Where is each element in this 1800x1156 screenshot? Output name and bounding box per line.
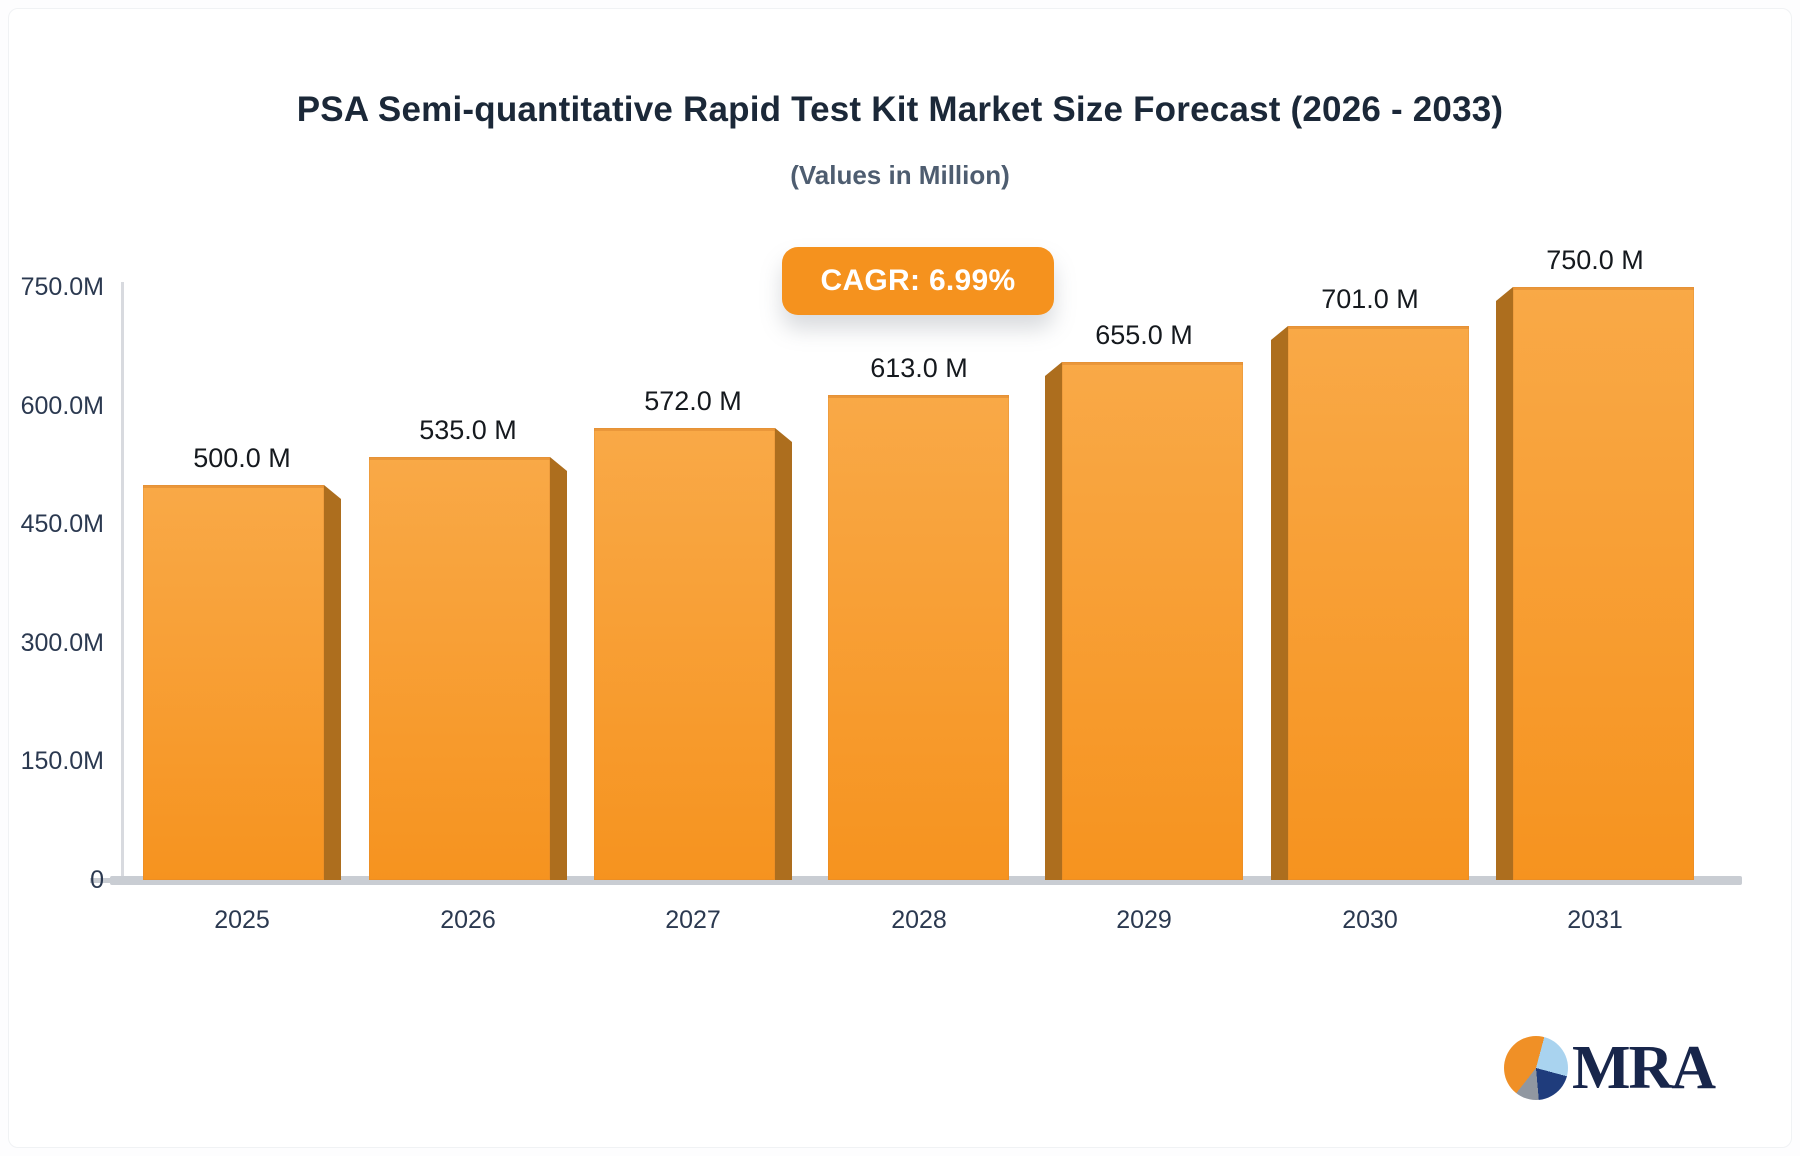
bar-value-label: 500.0 M: [193, 443, 291, 473]
y-axis-line: [121, 282, 124, 876]
y-tick-label: 450.0M: [20, 510, 104, 539]
bar-body: [828, 395, 1009, 880]
bar-side-face: [775, 428, 792, 880]
mra-logo: MRA: [1504, 1034, 1716, 1102]
bar-body: [1062, 362, 1243, 880]
bar-2028: [828, 395, 1009, 880]
bar-2027: [594, 428, 792, 880]
bar-body: [369, 457, 550, 880]
bar-side-face: [324, 485, 341, 880]
y-tick-label: 750.0M: [20, 273, 104, 301]
x-axis-label: 2029: [1116, 906, 1172, 934]
bar-2030: [1271, 326, 1469, 880]
bar-value-label: 701.0 M: [1321, 284, 1419, 314]
pie-chart-logo-icon: [1504, 1036, 1568, 1100]
bar-body: [143, 485, 324, 880]
x-axis-label: 2025: [214, 906, 270, 934]
chart-subtitle: (Values in Million): [790, 160, 1010, 190]
x-axis-label: 2026: [440, 906, 496, 934]
bar-2029: [1045, 362, 1243, 880]
bar-value-label: 613.0 M: [870, 353, 968, 383]
y-tick-label: 600.0M: [20, 391, 104, 420]
x-axis-label: 2027: [665, 906, 721, 934]
cagr-badge-label: CAGR: 6.99%: [820, 264, 1016, 297]
y-tick-label: 300.0M: [20, 628, 104, 657]
y-tick-label: 0: [90, 866, 104, 894]
x-axis-baseline: [110, 876, 1742, 885]
bar-side-face: [1271, 326, 1288, 880]
zero-tick-mark: [90, 878, 112, 883]
x-axis-label: 2028: [891, 906, 947, 934]
bar-2026: [369, 457, 567, 880]
x-axis-label: 2031: [1567, 906, 1623, 934]
chart-title: PSA Semi-quantitative Rapid Test Kit Mar…: [296, 90, 1504, 129]
bar-body: [1288, 326, 1469, 880]
bar-body: [594, 428, 775, 880]
mra-logo-text: MRA: [1572, 1034, 1716, 1102]
bar-value-label: 655.0 M: [1095, 320, 1193, 350]
bar-side-face: [1045, 362, 1062, 880]
bar-2025: [143, 485, 341, 880]
bar-side-face: [1496, 287, 1513, 880]
x-axis-label: 2030: [1342, 906, 1398, 934]
bar-body: [1513, 287, 1694, 880]
bar-side-face: [550, 457, 567, 880]
cagr-badge: CAGR: 6.99%: [782, 247, 1054, 315]
bar-value-label: 535.0 M: [419, 415, 517, 445]
bar-value-label: 750.0 M: [1546, 245, 1644, 275]
y-tick-label: 150.0M: [20, 747, 104, 776]
bar-value-label: 572.0 M: [644, 386, 742, 416]
bar-2031: [1496, 287, 1694, 880]
